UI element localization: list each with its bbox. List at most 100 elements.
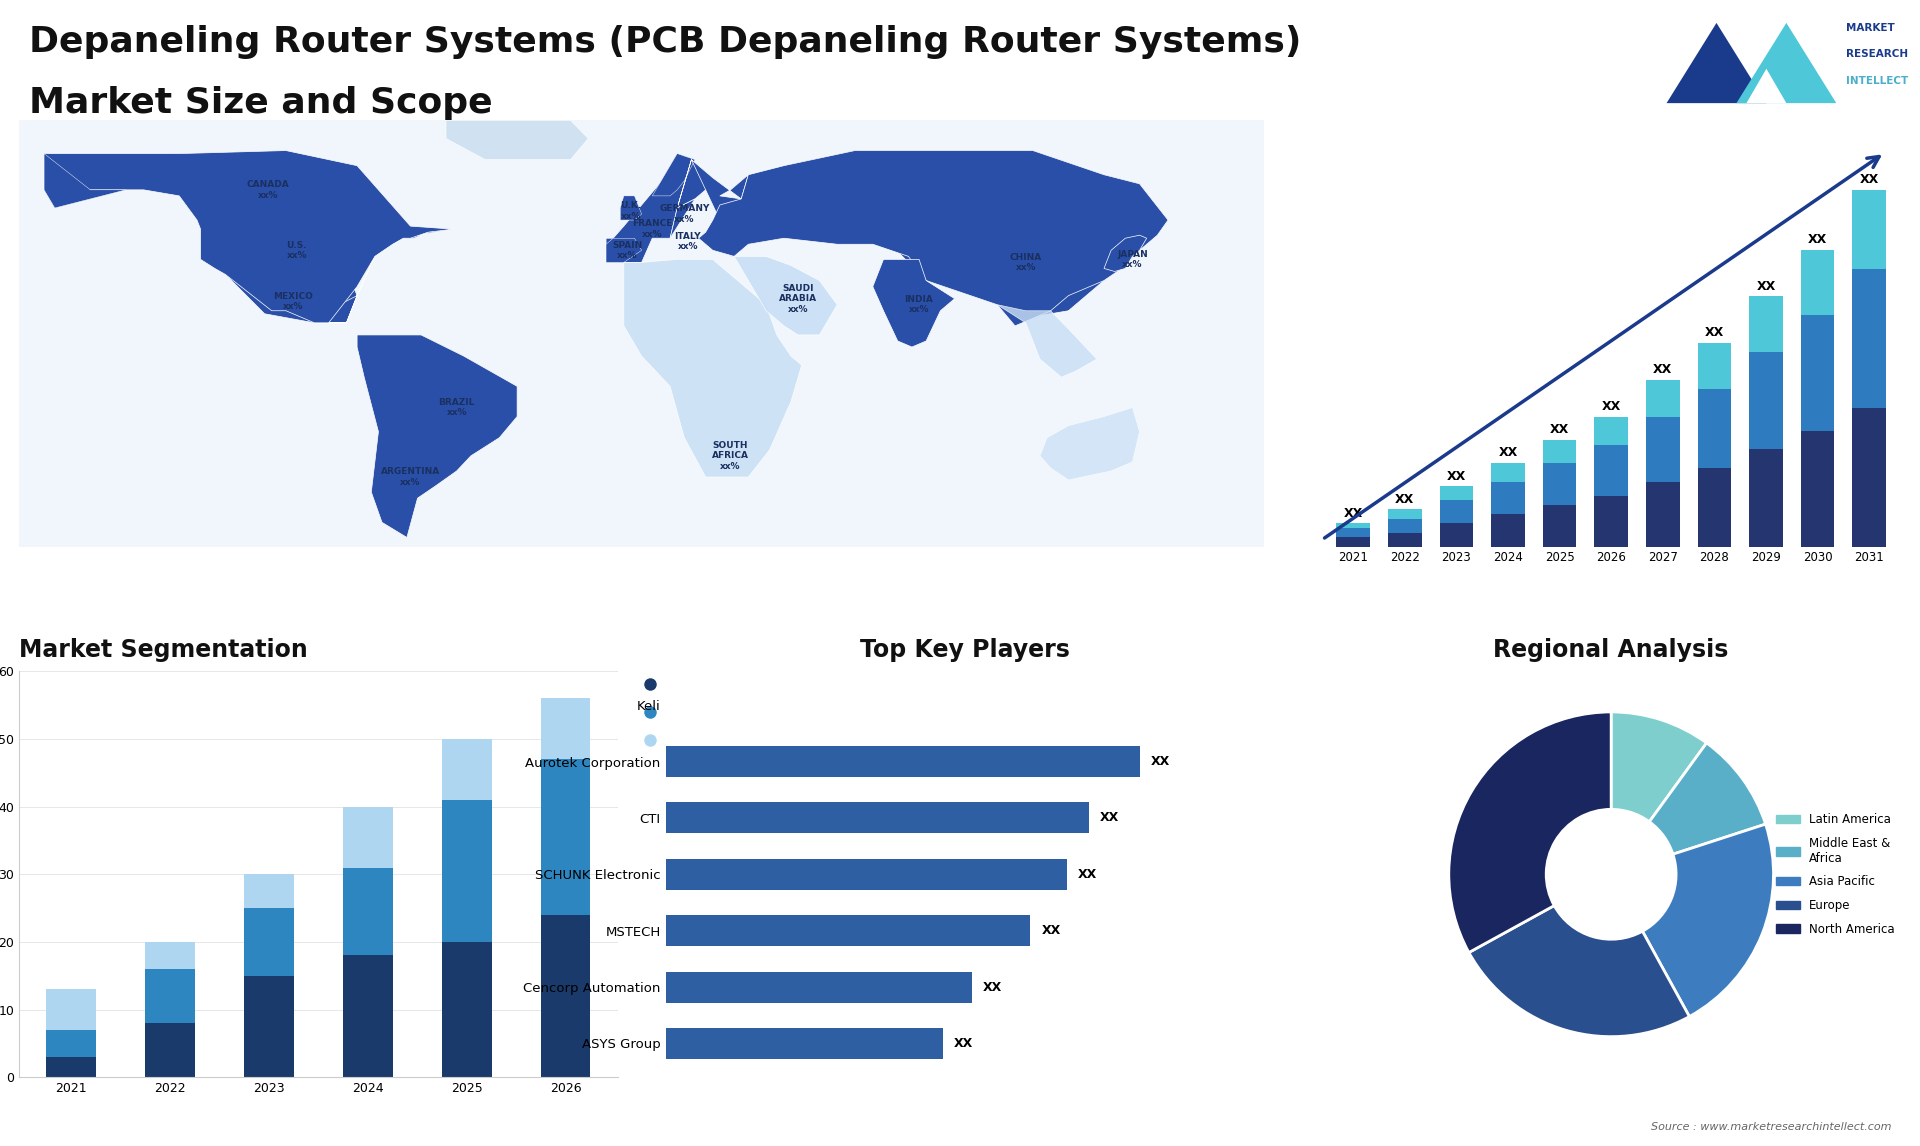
Polygon shape	[874, 259, 954, 347]
Bar	[666, 746, 1140, 777]
Bar	[1388, 533, 1421, 547]
Polygon shape	[996, 305, 1096, 377]
Text: MARKET: MARKET	[1847, 23, 1895, 33]
Text: GERMANY
xx%: GERMANY xx%	[659, 204, 710, 223]
Polygon shape	[653, 154, 695, 196]
Bar	[1697, 343, 1732, 388]
Bar	[666, 916, 1031, 947]
Polygon shape	[1041, 408, 1140, 480]
Polygon shape	[1104, 235, 1146, 272]
Bar	[1388, 519, 1421, 533]
Bar	[442, 942, 492, 1077]
Polygon shape	[445, 120, 588, 159]
Bar	[244, 975, 294, 1077]
Text: RESEARCH: RESEARCH	[1847, 49, 1908, 60]
Bar	[541, 915, 591, 1077]
Bar	[1440, 524, 1473, 547]
Bar	[1697, 468, 1732, 547]
Bar	[1336, 524, 1371, 528]
Wedge shape	[1469, 905, 1690, 1037]
Text: SAUDI
ARABIA
xx%: SAUDI ARABIA xx%	[780, 284, 818, 314]
Bar	[1801, 250, 1834, 315]
Text: INDIA
xx%: INDIA xx%	[904, 295, 933, 314]
Text: XX: XX	[1077, 868, 1096, 881]
Text: SOUTH
AFRICA
xx%: SOUTH AFRICA xx%	[712, 441, 749, 471]
Polygon shape	[44, 154, 127, 207]
Text: XX: XX	[954, 1037, 973, 1050]
Bar	[1492, 515, 1524, 547]
Text: XX: XX	[1498, 447, 1517, 460]
Polygon shape	[607, 159, 712, 262]
Text: Depaneling Router Systems (PCB Depaneling Router Systems): Depaneling Router Systems (PCB Depanelin…	[29, 25, 1302, 60]
Polygon shape	[624, 259, 803, 477]
Bar	[46, 1057, 96, 1077]
Bar	[146, 970, 194, 1023]
Bar	[1440, 486, 1473, 500]
Text: XX: XX	[1344, 507, 1363, 519]
Bar	[1594, 417, 1628, 445]
Text: CANADA
xx%: CANADA xx%	[248, 180, 290, 199]
Text: Market Size and Scope: Market Size and Scope	[29, 86, 492, 120]
Text: Market Segmentation: Market Segmentation	[19, 638, 307, 662]
Text: CHINA
xx%: CHINA xx%	[1010, 253, 1043, 272]
Bar	[541, 698, 591, 760]
Bar	[244, 874, 294, 908]
Wedge shape	[1649, 743, 1766, 854]
Bar	[1801, 431, 1834, 547]
Bar	[244, 908, 294, 975]
Bar	[344, 868, 392, 956]
Text: XX: XX	[983, 981, 1002, 994]
Polygon shape	[44, 154, 453, 323]
Bar	[1645, 417, 1680, 481]
Bar	[666, 802, 1089, 833]
Title: Regional Analysis: Regional Analysis	[1494, 638, 1728, 662]
Text: XX: XX	[1549, 423, 1569, 437]
Bar	[1749, 297, 1782, 352]
Bar	[1440, 500, 1473, 524]
Bar	[1801, 315, 1834, 431]
Text: XX: XX	[1859, 173, 1880, 186]
Text: XX: XX	[1809, 234, 1828, 246]
Bar	[1594, 495, 1628, 547]
Polygon shape	[1667, 23, 1766, 103]
Bar	[666, 1028, 943, 1059]
Bar	[1853, 190, 1885, 268]
Text: XX: XX	[1448, 470, 1467, 482]
Legend: Latin America, Middle East &
Africa, Asia Pacific, Europe, North America: Latin America, Middle East & Africa, Asi…	[1772, 808, 1899, 940]
Polygon shape	[357, 335, 516, 537]
Bar	[1336, 528, 1371, 537]
Polygon shape	[44, 150, 453, 323]
Bar	[1492, 463, 1524, 481]
Text: XX: XX	[1757, 280, 1776, 292]
Bar	[344, 807, 392, 868]
Wedge shape	[1611, 712, 1707, 822]
Bar	[1645, 481, 1680, 547]
Bar	[1645, 379, 1680, 417]
Bar	[1749, 352, 1782, 449]
Text: XX: XX	[1396, 493, 1415, 505]
Polygon shape	[670, 150, 1167, 325]
Polygon shape	[620, 196, 641, 220]
Bar	[666, 858, 1068, 889]
Bar	[1492, 481, 1524, 515]
Bar	[1853, 408, 1885, 547]
Text: SPAIN
xx%: SPAIN xx%	[612, 241, 643, 260]
Text: Source : www.marketresearchintellect.com: Source : www.marketresearchintellect.com	[1651, 1122, 1891, 1132]
Text: XX: XX	[1705, 325, 1724, 339]
Bar	[46, 989, 96, 1030]
Bar	[1544, 463, 1576, 505]
Text: ITALY
xx%: ITALY xx%	[674, 231, 701, 251]
Text: XX: XX	[1601, 400, 1620, 413]
Legend: Type, Application, Geography: Type, Application, Geography	[637, 678, 753, 748]
Bar	[1749, 449, 1782, 547]
Bar	[1544, 505, 1576, 547]
Bar	[442, 739, 492, 800]
Text: XX: XX	[1653, 363, 1672, 376]
Text: BRAZIL
xx%: BRAZIL xx%	[438, 398, 474, 417]
Title: Top Key Players: Top Key Players	[860, 638, 1069, 662]
Polygon shape	[733, 257, 837, 335]
Wedge shape	[1450, 712, 1611, 952]
Polygon shape	[699, 150, 1167, 325]
Bar	[146, 942, 194, 970]
Text: XX: XX	[1100, 811, 1119, 824]
